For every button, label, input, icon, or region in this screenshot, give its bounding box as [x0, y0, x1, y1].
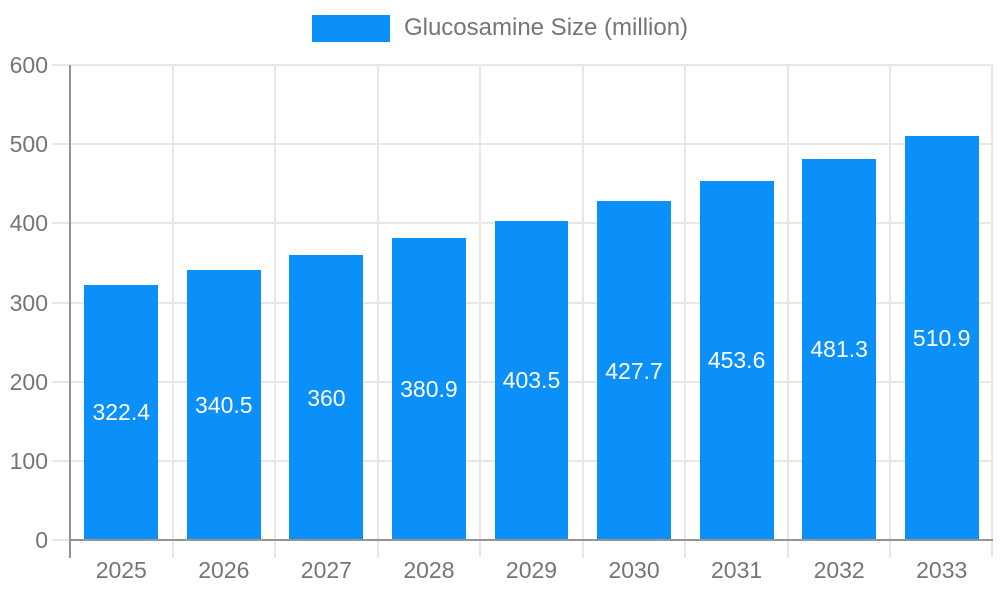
bar-value-label: 510.9 [912, 324, 971, 351]
bar-value-label: 427.7 [605, 357, 663, 384]
y-axis-tick-label: 100 [9, 447, 48, 474]
y-axis-tick-label: 400 [9, 210, 48, 237]
x-gridline [171, 65, 174, 558]
y-gridline [52, 64, 993, 66]
bar-2032[interactable] [802, 158, 877, 540]
bar-2031[interactable] [699, 180, 774, 540]
bar-2029[interactable] [494, 220, 569, 540]
bar-value-label: 481.3 [810, 336, 868, 363]
x-axis-tick-label: 2029 [505, 557, 558, 583]
bar-value-label: 360 [307, 384, 346, 411]
bar-2033[interactable] [904, 135, 979, 540]
x-gridline [376, 65, 379, 558]
bar-value-label: 380.9 [400, 376, 458, 403]
y-axis-line [69, 65, 71, 558]
bar-2030[interactable] [597, 201, 671, 540]
x-gridline [684, 65, 687, 558]
bar-2025[interactable] [84, 284, 159, 540]
bar-2027[interactable] [289, 255, 364, 540]
x-axis-tick-label: 2028 [403, 557, 455, 583]
x-axis-tick-label: 2026 [198, 557, 250, 583]
x-axis-tick-label: 2031 [711, 557, 763, 583]
bar-value-label: 453.6 [707, 347, 766, 374]
bar-value-label: 322.4 [92, 399, 151, 426]
y-axis-tick-label: 0 [35, 527, 48, 553]
y-axis-tick-label: 600 [9, 52, 48, 78]
bar-value-label: 403.5 [502, 367, 561, 394]
bar-value-label: 340.5 [195, 392, 253, 419]
x-gridline [581, 65, 584, 558]
x-gridline [786, 65, 789, 558]
bar-2026[interactable] [186, 270, 261, 540]
x-axis-tick-label: 2032 [813, 557, 865, 583]
legend-label: Glucosamine Size (million) [403, 14, 689, 41]
legend-swatch [311, 14, 390, 42]
x-gridline [889, 65, 892, 558]
legend[interactable]: Glucosamine Size (million) [0, 14, 1000, 42]
plot-right-border [991, 65, 993, 558]
x-gridline [479, 65, 482, 558]
bar-2028[interactable] [392, 238, 466, 540]
x-axis-tick-label: 2030 [608, 557, 660, 583]
x-axis-tick-label: 2025 [95, 557, 147, 583]
x-axis-tick-label: 2027 [300, 557, 352, 583]
y-axis-tick-label: 200 [9, 368, 48, 395]
x-axis-line [70, 539, 993, 541]
x-gridline [274, 65, 277, 558]
x-axis-tick-label: 2033 [916, 557, 968, 583]
y-gridline [52, 143, 993, 146]
y-axis-tick-label: 500 [9, 131, 48, 158]
y-axis-tick-label: 300 [9, 289, 48, 316]
